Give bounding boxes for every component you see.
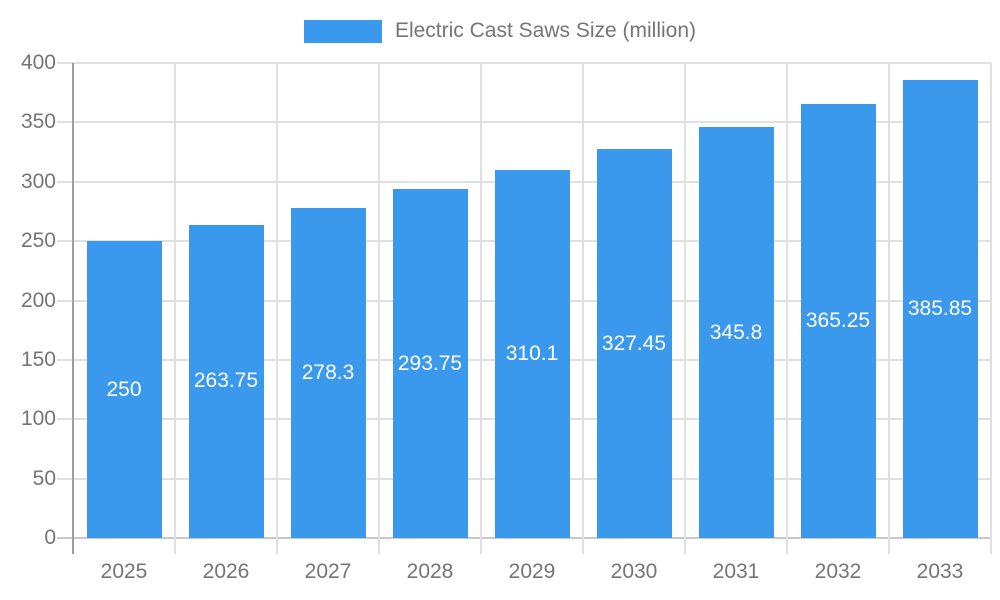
x-axis-tick-label: 2032 — [814, 560, 862, 583]
x-axis-tick-label: 2025 — [100, 560, 148, 583]
bar[interactable]: 278.3 — [290, 207, 366, 538]
bar-value-label: 278.3 — [301, 360, 355, 384]
bar-value-label: 327.45 — [601, 331, 667, 355]
bar-value-label: 250 — [106, 377, 142, 401]
x-gridline — [888, 63, 890, 554]
bar-value-label: 345.8 — [709, 320, 763, 344]
y-gridline — [57, 62, 991, 64]
y-axis-line — [72, 63, 74, 554]
y-axis-tick-label: 100 — [20, 407, 56, 431]
x-gridline — [480, 63, 482, 554]
x-axis-tick-label: 2031 — [712, 560, 760, 583]
bar-value-label: 293.75 — [397, 351, 463, 375]
x-gridline — [378, 63, 380, 554]
x-gridline — [786, 63, 788, 554]
x-gridline — [276, 63, 278, 554]
x-axis-tick-label: 2026 — [202, 560, 250, 583]
bar[interactable]: 263.75 — [188, 224, 264, 538]
legend-label: Electric Cast Saws Size (million) — [394, 19, 697, 42]
x-gridline — [582, 63, 584, 554]
legend[interactable]: Electric Cast Saws Size (million) — [0, 14, 1000, 48]
y-gridline — [57, 121, 991, 124]
y-axis-tick-label: 200 — [20, 288, 56, 312]
y-axis-tick-label: 400 — [20, 51, 56, 74]
y-gridline — [57, 537, 991, 539]
bar[interactable]: 385.85 — [902, 79, 978, 538]
x-axis-tick-label: 2028 — [406, 560, 454, 583]
y-axis-tick-label: 150 — [20, 347, 56, 371]
bar[interactable]: 293.75 — [392, 189, 468, 538]
x-gridline — [684, 63, 686, 554]
bar[interactable]: 365.25 — [800, 104, 876, 538]
x-axis-tick-label: 2033 — [916, 560, 964, 583]
bar-value-label: 365.25 — [805, 309, 871, 333]
y-axis-tick-label: 50 — [32, 466, 56, 490]
bar[interactable]: 250 — [86, 241, 162, 538]
y-axis-tick-label: 350 — [20, 110, 56, 134]
bar[interactable]: 327.45 — [596, 149, 672, 538]
x-axis-tick-label: 2027 — [304, 560, 352, 583]
y-axis-tick-label: 250 — [20, 229, 56, 253]
x-axis-tick-label: 2029 — [508, 560, 556, 583]
y-axis-tick-label: 300 — [20, 169, 56, 193]
bar-value-label: 263.75 — [193, 369, 259, 393]
legend-swatch — [303, 19, 382, 43]
bar-value-label: 385.85 — [907, 296, 973, 320]
y-axis-tick-label: 0 — [44, 526, 56, 549]
bar[interactable]: 345.8 — [698, 127, 774, 538]
bar-value-label: 310.1 — [505, 341, 559, 365]
bar[interactable]: 310.1 — [494, 169, 570, 538]
x-gridline — [174, 63, 176, 554]
x-gridline — [990, 63, 992, 554]
x-axis-tick-label: 2030 — [610, 560, 658, 583]
